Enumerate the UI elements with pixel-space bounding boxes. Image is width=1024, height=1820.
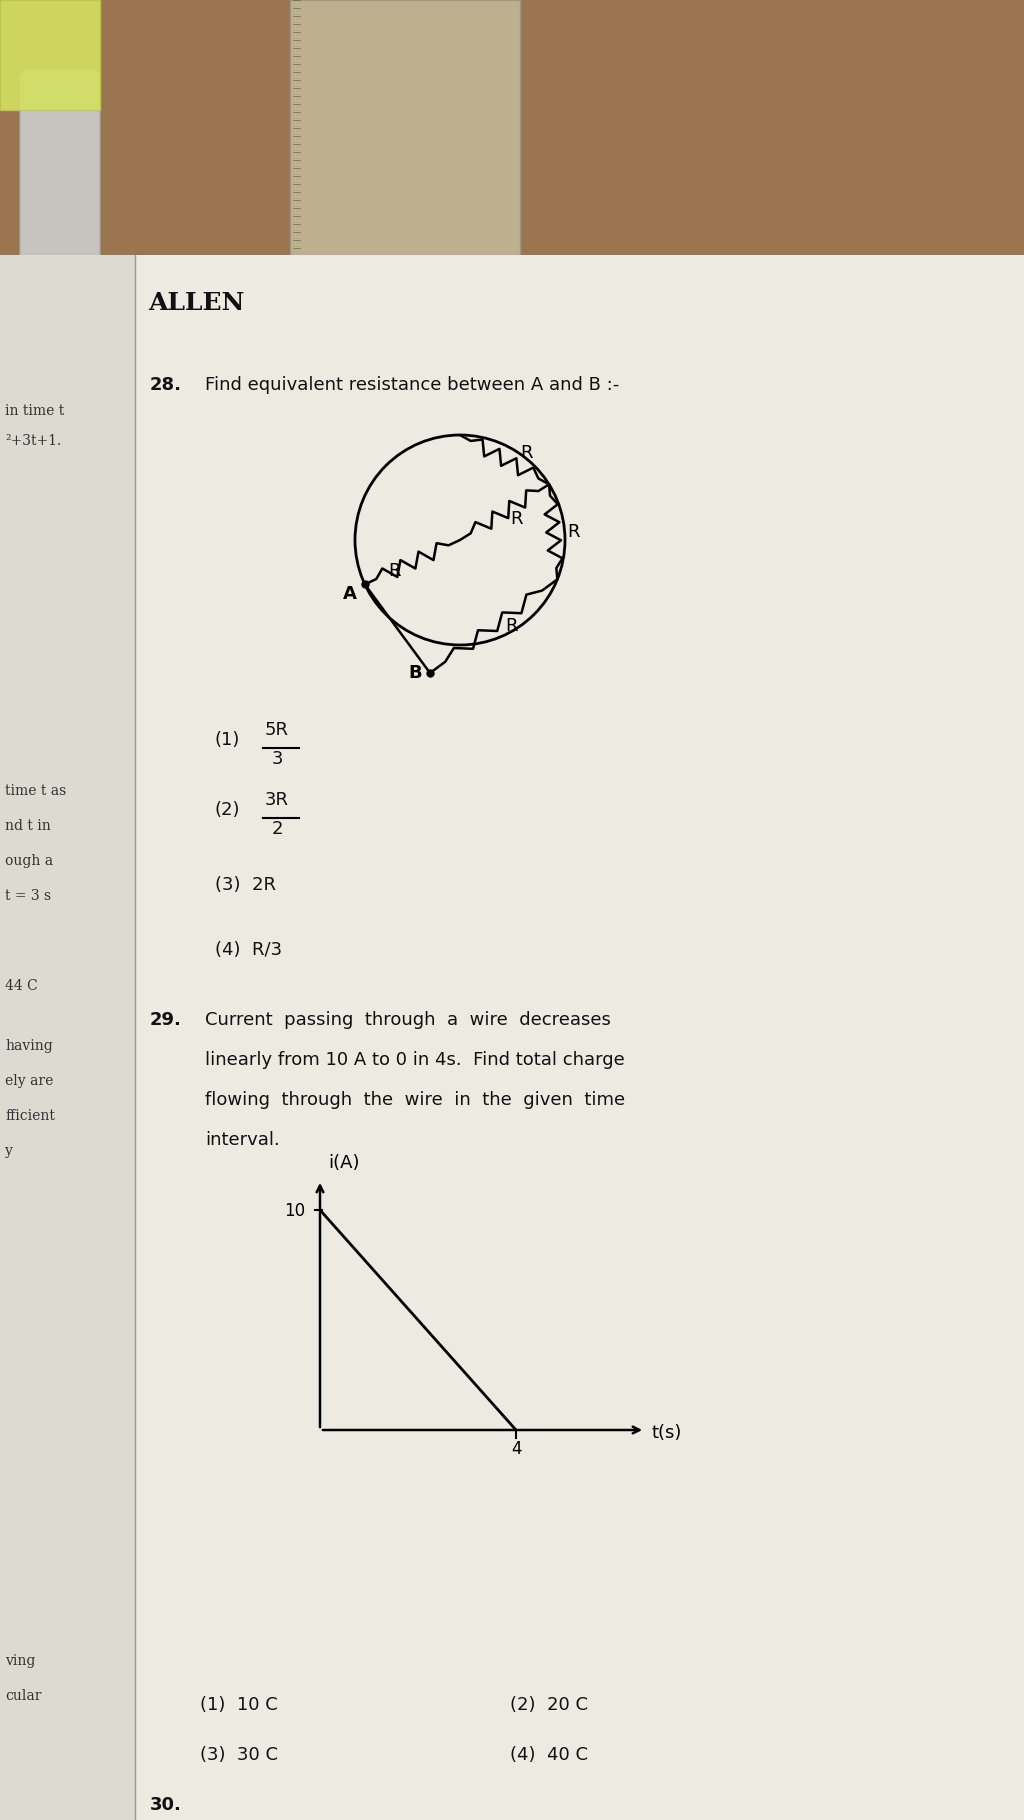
Text: 30.: 30. — [150, 1796, 182, 1815]
Text: cular: cular — [5, 1689, 42, 1704]
FancyBboxPatch shape — [20, 69, 100, 269]
Text: 4: 4 — [511, 1440, 521, 1458]
Text: 29.: 29. — [150, 1010, 182, 1028]
Text: 28.: 28. — [150, 377, 182, 393]
Text: in time t: in time t — [5, 404, 65, 419]
FancyBboxPatch shape — [0, 0, 1024, 255]
Text: (1): (1) — [215, 732, 241, 750]
Text: interval.: interval. — [205, 1130, 280, 1148]
Text: A: A — [343, 586, 356, 604]
Text: ving: ving — [5, 1654, 36, 1667]
Text: 5R: 5R — [265, 721, 289, 739]
Text: linearly from 10 A to 0 in 4s.  Find total charge: linearly from 10 A to 0 in 4s. Find tota… — [205, 1050, 625, 1068]
FancyBboxPatch shape — [0, 0, 100, 109]
Text: Current  passing  through  a  wire  decreases: Current passing through a wire decreases — [205, 1010, 611, 1028]
Text: 2: 2 — [272, 821, 284, 837]
Text: 3R: 3R — [265, 792, 289, 810]
Text: fficient: fficient — [5, 1108, 55, 1123]
Text: ely are: ely are — [5, 1074, 53, 1088]
Text: i(A): i(A) — [328, 1154, 359, 1172]
Text: (3)  2R: (3) 2R — [215, 875, 276, 894]
Text: nd t in: nd t in — [5, 819, 51, 834]
Text: (4)  40 C: (4) 40 C — [510, 1745, 588, 1764]
Text: ough a: ough a — [5, 854, 53, 868]
Text: 44 C: 44 C — [5, 979, 38, 994]
Text: R: R — [506, 617, 518, 635]
Text: ALLEN: ALLEN — [148, 291, 245, 315]
Text: y: y — [5, 1145, 13, 1158]
Text: time t as: time t as — [5, 784, 67, 797]
Text: t(s): t(s) — [652, 1423, 682, 1441]
FancyBboxPatch shape — [0, 255, 135, 1820]
Text: R: R — [567, 522, 580, 541]
Text: R: R — [388, 562, 400, 581]
Text: 10: 10 — [285, 1201, 305, 1219]
Text: having: having — [5, 1039, 53, 1054]
Text: R: R — [510, 510, 523, 528]
Text: (4)  R/3: (4) R/3 — [215, 941, 283, 959]
Text: (3)  30 C: (3) 30 C — [200, 1745, 278, 1764]
Text: R: R — [520, 444, 532, 462]
Text: (2)  20 C: (2) 20 C — [510, 1696, 588, 1714]
Text: (2): (2) — [215, 801, 241, 819]
Text: (1)  10 C: (1) 10 C — [200, 1696, 278, 1714]
Text: 3: 3 — [272, 750, 284, 768]
Text: Find equivalent resistance between A and B :-: Find equivalent resistance between A and… — [205, 377, 620, 393]
FancyBboxPatch shape — [135, 255, 1024, 1820]
Text: t = 3 s: t = 3 s — [5, 888, 51, 903]
Text: ²+3t+1.: ²+3t+1. — [5, 433, 61, 448]
Text: flowing  through  the  wire  in  the  given  time: flowing through the wire in the given ti… — [205, 1090, 625, 1108]
Text: B: B — [408, 664, 422, 682]
Polygon shape — [290, 0, 520, 255]
